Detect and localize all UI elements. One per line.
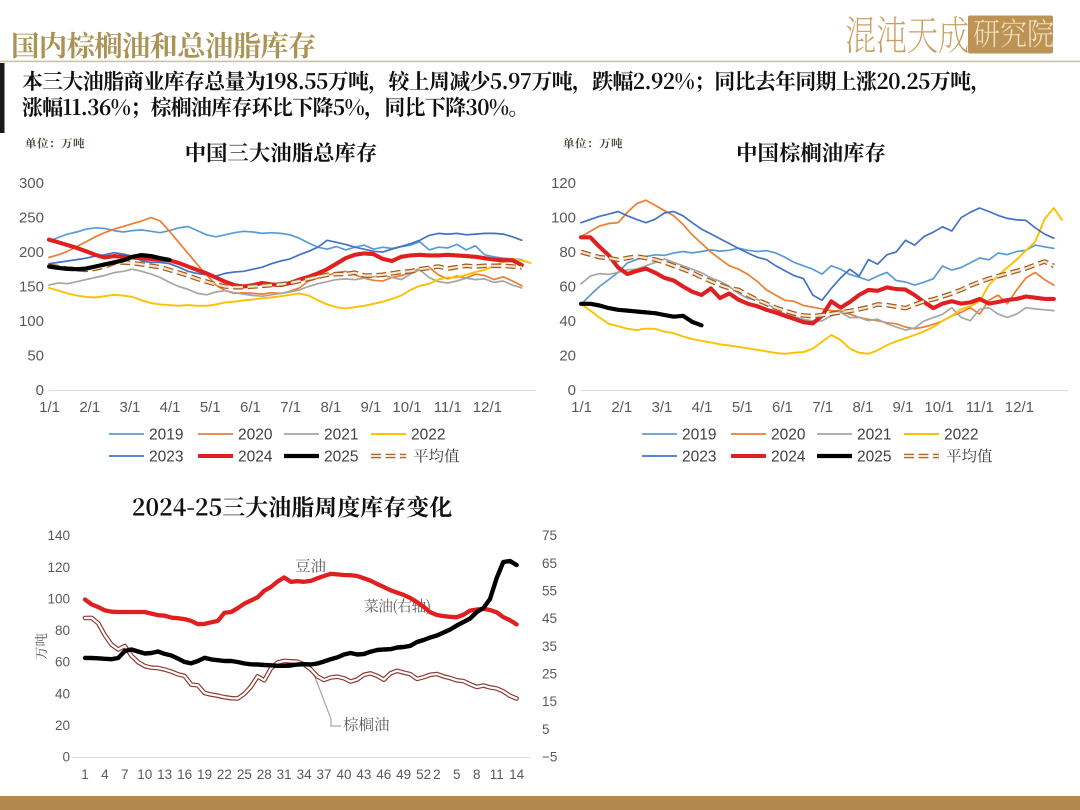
svg-text:52: 52 <box>416 767 431 782</box>
svg-text:16: 16 <box>177 767 192 782</box>
svg-text:65: 65 <box>542 556 557 571</box>
svg-text:9/1: 9/1 <box>893 399 914 416</box>
svg-text:2020: 2020 <box>771 427 806 444</box>
svg-text:4/1: 4/1 <box>692 399 713 416</box>
svg-text:2023: 2023 <box>149 449 183 466</box>
svg-text:10/1: 10/1 <box>924 399 953 416</box>
svg-text:9/1: 9/1 <box>361 399 382 416</box>
svg-text:7/1: 7/1 <box>280 399 301 416</box>
svg-text:22: 22 <box>217 767 232 782</box>
svg-text:0: 0 <box>62 750 70 765</box>
svg-text:19: 19 <box>197 767 212 782</box>
svg-text:2021: 2021 <box>857 427 891 444</box>
svg-text:6/1: 6/1 <box>240 399 261 416</box>
svg-text:140: 140 <box>47 528 70 543</box>
svg-text:100: 100 <box>551 210 576 227</box>
svg-text:40: 40 <box>336 767 351 782</box>
svg-text:15: 15 <box>542 694 557 709</box>
svg-text:50: 50 <box>27 348 44 365</box>
svg-text:150: 150 <box>19 279 44 296</box>
svg-text:3/1: 3/1 <box>120 399 141 416</box>
svg-text:250: 250 <box>19 210 44 227</box>
svg-text:55: 55 <box>542 584 557 599</box>
svg-text:34: 34 <box>297 767 313 782</box>
svg-text:13: 13 <box>157 767 172 782</box>
svg-text:5: 5 <box>453 767 461 782</box>
svg-text:10: 10 <box>137 767 152 782</box>
svg-text:28: 28 <box>257 767 272 782</box>
svg-text:40: 40 <box>559 313 576 330</box>
svg-text:80: 80 <box>559 244 576 261</box>
svg-text:120: 120 <box>551 175 576 192</box>
svg-text:0: 0 <box>36 382 44 399</box>
svg-text:2022: 2022 <box>944 427 978 444</box>
svg-text:2: 2 <box>433 767 441 782</box>
svg-text:3/1: 3/1 <box>652 399 673 416</box>
svg-text:0: 0 <box>568 382 576 399</box>
svg-text:10/1: 10/1 <box>392 399 421 416</box>
svg-text:12/1: 12/1 <box>473 399 502 416</box>
svg-text:5/1: 5/1 <box>732 399 753 416</box>
svg-text:25: 25 <box>542 667 557 682</box>
svg-text:49: 49 <box>396 767 411 782</box>
svg-text:2/1: 2/1 <box>611 399 632 416</box>
svg-text:2024: 2024 <box>771 449 806 466</box>
svg-text:35: 35 <box>542 639 557 654</box>
svg-text:1: 1 <box>81 767 89 782</box>
svg-text:2024: 2024 <box>238 449 273 466</box>
svg-text:20: 20 <box>559 348 576 365</box>
svg-text:37: 37 <box>316 767 331 782</box>
svg-text:2/1: 2/1 <box>79 399 100 416</box>
svg-text:2023: 2023 <box>682 449 716 466</box>
svg-text:−5: −5 <box>542 750 557 765</box>
svg-text:5/1: 5/1 <box>200 399 221 416</box>
svg-text:43: 43 <box>356 767 371 782</box>
svg-text:8: 8 <box>473 767 481 782</box>
svg-text:2022: 2022 <box>411 427 445 444</box>
svg-text:1/1: 1/1 <box>39 399 60 416</box>
svg-text:2019: 2019 <box>149 427 183 444</box>
svg-text:2025: 2025 <box>324 449 358 466</box>
svg-text:20: 20 <box>55 718 70 733</box>
svg-text:120: 120 <box>47 560 70 575</box>
svg-text:11: 11 <box>490 767 504 782</box>
svg-text:46: 46 <box>376 767 391 782</box>
svg-text:25: 25 <box>237 767 252 782</box>
svg-text:100: 100 <box>47 591 70 606</box>
svg-text:1/1: 1/1 <box>571 399 592 416</box>
svg-text:7/1: 7/1 <box>812 399 833 416</box>
svg-text:8/1: 8/1 <box>852 399 873 416</box>
svg-text:75: 75 <box>542 528 557 543</box>
svg-text:2025: 2025 <box>857 449 891 466</box>
svg-text:2019: 2019 <box>682 427 716 444</box>
svg-text:4: 4 <box>101 767 109 782</box>
svg-text:5: 5 <box>542 722 550 737</box>
svg-text:40: 40 <box>55 686 70 701</box>
svg-text:11/1: 11/1 <box>434 399 462 416</box>
svg-text:4/1: 4/1 <box>160 399 181 416</box>
svg-text:60: 60 <box>559 279 576 296</box>
svg-text:2021: 2021 <box>324 427 358 444</box>
svg-text:100: 100 <box>19 313 44 330</box>
svg-text:200: 200 <box>19 244 44 261</box>
svg-text:11/1: 11/1 <box>966 399 994 416</box>
svg-text:300: 300 <box>19 175 44 192</box>
svg-text:7: 7 <box>121 767 129 782</box>
svg-text:80: 80 <box>55 623 70 638</box>
svg-text:2020: 2020 <box>238 427 273 444</box>
svg-text:60: 60 <box>55 655 70 670</box>
svg-text:45: 45 <box>542 611 557 626</box>
svg-text:8/1: 8/1 <box>320 399 341 416</box>
svg-text:12/1: 12/1 <box>1005 399 1034 416</box>
svg-text:14: 14 <box>509 767 525 782</box>
svg-text:6/1: 6/1 <box>772 399 793 416</box>
svg-text:31: 31 <box>277 767 292 782</box>
